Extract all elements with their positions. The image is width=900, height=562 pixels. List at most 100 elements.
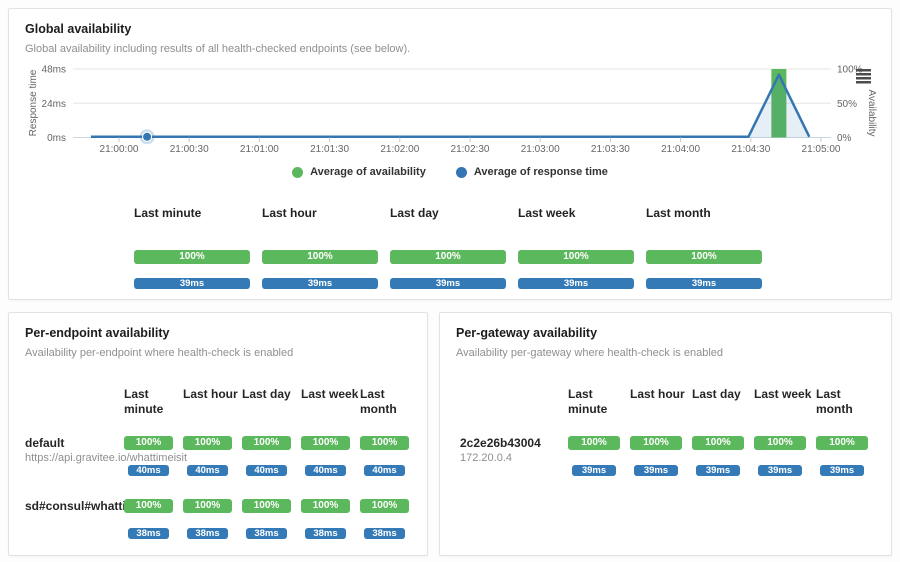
- global-stat-column: Last week 100% 39ms: [518, 206, 634, 289]
- availability-legend-dot-icon: [292, 166, 304, 178]
- row-name-cell: sd#consul#whattimeisit: [25, 499, 160, 539]
- per-gateway-panel: Per-gateway availability Availability pe…: [439, 312, 892, 556]
- global-availability-panel: Global availability Global availability …: [8, 8, 892, 300]
- left-axis-tick-label: 48ms: [42, 65, 66, 76]
- x-axis-label: 21:00:30: [170, 144, 209, 155]
- menu-bar: [856, 81, 871, 84]
- x-axis-label: 21:04:30: [731, 144, 770, 155]
- response-time-badge: 38ms: [128, 528, 169, 539]
- response-time-badge: 39ms: [634, 465, 678, 476]
- availability-cell: 100% 38ms: [242, 499, 301, 539]
- availability-badge: 100%: [301, 436, 350, 450]
- row-name-cell: 2c2e26b43004 172.20.0.4: [460, 436, 568, 476]
- legend-item-availability[interactable]: Average of availability: [292, 166, 426, 178]
- response-time-badge: 38ms: [305, 528, 346, 539]
- response-time-badge: 40ms: [128, 465, 169, 476]
- table-header-spacer: [25, 387, 124, 417]
- stat-period-label: Last month: [646, 206, 711, 220]
- response-time-badge: 39ms: [696, 465, 740, 476]
- left-axis-tick-label: 24ms: [42, 99, 66, 110]
- chart-canvas[interactable]: 21:00:00 21:00:30 21:01:00 21:01:30 21:02:00…: [9, 61, 891, 169]
- global-stat-column: Last minute 100% 39ms: [134, 206, 250, 289]
- row-name-cell: default https://api.gravitee.io/whattimei…: [25, 436, 187, 476]
- panel-subtitle: Global availability including results of…: [25, 43, 411, 55]
- availability-cell: 100% 39ms: [568, 436, 630, 476]
- response-time-badge: 39ms: [758, 465, 802, 476]
- availability-badge: 100%: [816, 436, 868, 450]
- availability-badge: 100%: [183, 499, 232, 513]
- availability-cell: 100% 40ms: [301, 436, 360, 476]
- availability-badge: 100%: [646, 250, 762, 264]
- availability-badge: 100%: [301, 499, 350, 513]
- availability-response-chart[interactable]: 21:00:00 21:00:30 21:01:00 21:01:30 21:02:00…: [9, 61, 891, 169]
- x-axis-label: 21:04:00: [661, 144, 700, 155]
- availability-cell: 100% 38ms: [301, 499, 360, 539]
- response-time-badge: 40ms: [364, 465, 405, 476]
- availability-badge: 100%: [518, 250, 634, 264]
- panel-title: Per-gateway availability: [456, 326, 598, 340]
- column-header: Last week: [301, 387, 359, 401]
- data-point-marker[interactable]: [142, 131, 153, 142]
- availability-badge: 100%: [183, 436, 232, 450]
- availability-badge: 100%: [630, 436, 682, 450]
- panel-title: Global availability: [25, 22, 132, 36]
- menu-bar: [856, 73, 871, 76]
- availability-cell: 100% 40ms: [124, 436, 183, 476]
- menu-bar: [856, 77, 871, 80]
- availability-badge: 100%: [754, 436, 806, 450]
- global-stat-column: Last month 100% 39ms: [646, 206, 762, 289]
- response-time-badge: 40ms: [187, 465, 228, 476]
- column-header: Last week: [754, 387, 812, 401]
- availability-cell: 100% 39ms: [816, 436, 878, 476]
- response-time-badge: 39ms: [572, 465, 616, 476]
- availability-cell: 100% 40ms: [183, 436, 242, 476]
- right-axis-tick-label: 0%: [837, 133, 852, 144]
- availability-cell: 100% 39ms: [754, 436, 816, 476]
- response-time-line: [90, 73, 811, 139]
- response-time-badge: 39ms: [262, 278, 378, 289]
- endpoint-availability-table: Last minute Last hour Last day Last week Las…: [9, 387, 427, 562]
- left-axis-tick-label: 0ms: [47, 133, 66, 144]
- stat-period-label: Last day: [390, 206, 439, 220]
- global-stats-row: Last minute 100% 39ms Last hour 100% 39ms Last…: [134, 206, 762, 289]
- availability-badge: 100%: [124, 436, 173, 450]
- chart-context-menu-icon[interactable]: [856, 69, 871, 84]
- response-time-badge: 40ms: [246, 465, 287, 476]
- right-axis-tick-label: 100%: [837, 65, 863, 76]
- column-header: Last day: [692, 387, 741, 401]
- response-time-badge: 39ms: [518, 278, 634, 289]
- availability-badge: 100%: [692, 436, 744, 450]
- global-stat-column: Last hour 100% 39ms: [262, 206, 378, 289]
- response-time-badge: 38ms: [246, 528, 287, 539]
- per-endpoint-panel: Per-endpoint availability Availability p…: [8, 312, 428, 556]
- availability-badge: 100%: [360, 499, 409, 513]
- column-header: Last minute: [568, 387, 608, 416]
- panel-subtitle: Availability per-gateway where health-ch…: [456, 347, 724, 359]
- endpoint-name: default: [25, 436, 65, 450]
- availability-cell: 100% 40ms: [360, 436, 419, 476]
- availability-badge: 100%: [242, 436, 291, 450]
- column-header: Last hour: [630, 387, 685, 401]
- menu-bar: [856, 69, 871, 72]
- x-axis-label: 21:00:00: [100, 144, 139, 155]
- table-row: sd#consul#whattimeisit 100% 38ms 100% 38ms 10…: [25, 499, 427, 539]
- right-axis-tick-label: 50%: [837, 99, 857, 110]
- x-axis-label: 21:03:30: [591, 144, 630, 155]
- availability-badge: 100%: [568, 436, 620, 450]
- right-axis-title: Availability: [866, 89, 877, 136]
- response-time-area: [90, 74, 810, 138]
- availability-badge: 100%: [262, 250, 378, 264]
- response-time-badge: 38ms: [364, 528, 405, 539]
- left-axis-title: Response time: [28, 69, 39, 136]
- table-row: default https://api.gravitee.io/whattimei…: [25, 436, 427, 476]
- legend-item-response-time[interactable]: Average of response time: [455, 166, 608, 178]
- column-header: Last day: [242, 387, 291, 401]
- panel-subtitle: Availability per-endpoint where health-c…: [25, 347, 294, 359]
- panel-title: Per-endpoint availability: [25, 326, 170, 340]
- chart-legend: Average of availability Average of respo…: [9, 166, 891, 178]
- x-axis-label: 21:05:00: [802, 144, 841, 155]
- table-header-row: Last minute Last hour Last day Last week Las…: [25, 387, 427, 417]
- column-header: Last month: [360, 387, 397, 416]
- response-time-legend-dot-icon: [455, 166, 467, 178]
- response-time-badge: 38ms: [187, 528, 228, 539]
